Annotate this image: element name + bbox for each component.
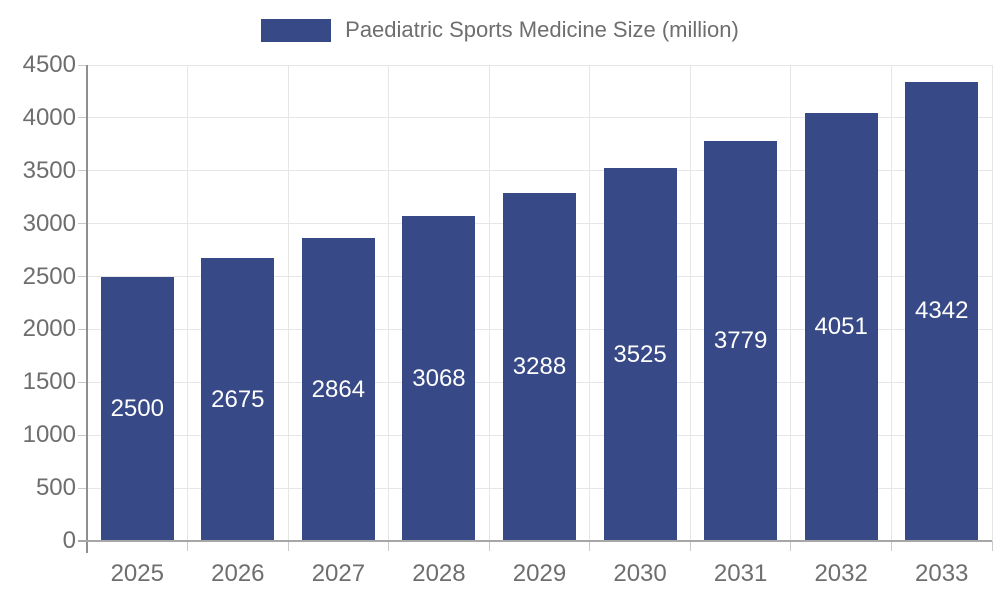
- gridline-vertical: [589, 65, 591, 541]
- legend-item[interactable]: Paediatric Sports Medicine Size (million…: [261, 17, 739, 43]
- y-axis-label: 500: [35, 474, 76, 502]
- x-axis-tick: [991, 541, 993, 551]
- x-axis-label: 2028: [412, 560, 466, 587]
- bar-value-label: 2864: [311, 375, 366, 403]
- bar-2031[interactable]: [704, 141, 778, 541]
- y-axis-tick: [78, 64, 87, 66]
- x-axis-label: 2030: [613, 560, 667, 587]
- bar-2032[interactable]: [804, 112, 878, 541]
- gridline-vertical: [488, 65, 490, 541]
- bar-value-label: 4342: [915, 297, 969, 325]
- y-axis-label: 3000: [22, 209, 76, 237]
- gridline-vertical: [287, 65, 289, 541]
- legend-swatch-icon: [261, 18, 332, 42]
- gridline-vertical: [991, 65, 993, 541]
- gridline-vertical: [790, 65, 792, 541]
- x-axis-tick: [388, 541, 390, 551]
- x-axis-tick: [790, 541, 792, 551]
- gridline-vertical: [890, 65, 892, 541]
- plot-area: 0 500 1000 1500 2000 2500 3000 3500 4000 4500 2500…: [23, 53, 993, 586]
- y-axis-label: 2500: [22, 262, 76, 290]
- gridline-horizontal: [87, 170, 992, 172]
- x-axis-label: 2029: [512, 560, 567, 587]
- y-axis-tick: [78, 117, 87, 119]
- gridline-vertical: [187, 65, 189, 541]
- bar-value-label: 3525: [613, 340, 667, 368]
- gridline-horizontal: [87, 117, 992, 119]
- y-axis-label: 0: [62, 527, 76, 554]
- x-axis-tick: [187, 541, 189, 551]
- bar-value-label: 2675: [211, 385, 265, 413]
- x-axis-label: 2027: [311, 560, 366, 587]
- x-axis-label: 2026: [211, 560, 265, 587]
- y-axis-label: 2000: [22, 315, 76, 343]
- gridline-vertical: [689, 65, 691, 541]
- y-axis-label: 1000: [22, 421, 76, 449]
- y-axis-tick: [78, 487, 87, 489]
- x-axis-label: 2032: [814, 560, 868, 587]
- y-axis-tick: [78, 276, 87, 278]
- x-axis-tick: [287, 541, 289, 551]
- y-axis-label: 4500: [22, 51, 76, 78]
- x-axis-tick: [589, 541, 591, 551]
- y-axis-label: 4000: [22, 103, 76, 131]
- y-axis-line: [86, 65, 88, 553]
- bar-2033[interactable]: [905, 81, 979, 541]
- x-axis-tick: [890, 541, 892, 551]
- bar-2029[interactable]: [503, 193, 576, 541]
- x-axis-label: 2025: [110, 560, 164, 587]
- bar-2028[interactable]: [402, 216, 476, 541]
- bar-value-label: 3288: [512, 353, 567, 381]
- legend-label: Paediatric Sports Medicine Size (million…: [345, 17, 739, 42]
- bar-value-label: 3068: [412, 364, 466, 392]
- x-axis-label: 2031: [713, 560, 768, 587]
- x-axis-line: [78, 540, 992, 542]
- bar-value-label: 3779: [713, 327, 768, 355]
- bar-2025[interactable]: [100, 276, 174, 541]
- y-axis-label: 3500: [22, 156, 76, 184]
- bar-2030[interactable]: [603, 168, 677, 541]
- y-axis-tick: [78, 328, 87, 330]
- y-axis-tick: [78, 170, 87, 172]
- bar-value-label: 2500: [110, 394, 164, 422]
- y-axis-tick: [78, 381, 87, 383]
- x-axis-tick: [689, 541, 691, 551]
- y-axis-label: 1500: [22, 368, 76, 396]
- y-axis-tick: [78, 434, 87, 436]
- gridline-horizontal: [87, 64, 992, 66]
- bar-2026[interactable]: [201, 258, 275, 541]
- x-axis-label: 2033: [915, 560, 969, 587]
- bar-2027[interactable]: [301, 238, 375, 541]
- x-axis-tick: [488, 541, 490, 551]
- gridline-vertical: [388, 65, 390, 541]
- legend: Paediatric Sports Medicine Size (million…: [0, 17, 1000, 43]
- bar-value-label: 4051: [814, 312, 868, 340]
- y-axis-tick: [78, 223, 87, 225]
